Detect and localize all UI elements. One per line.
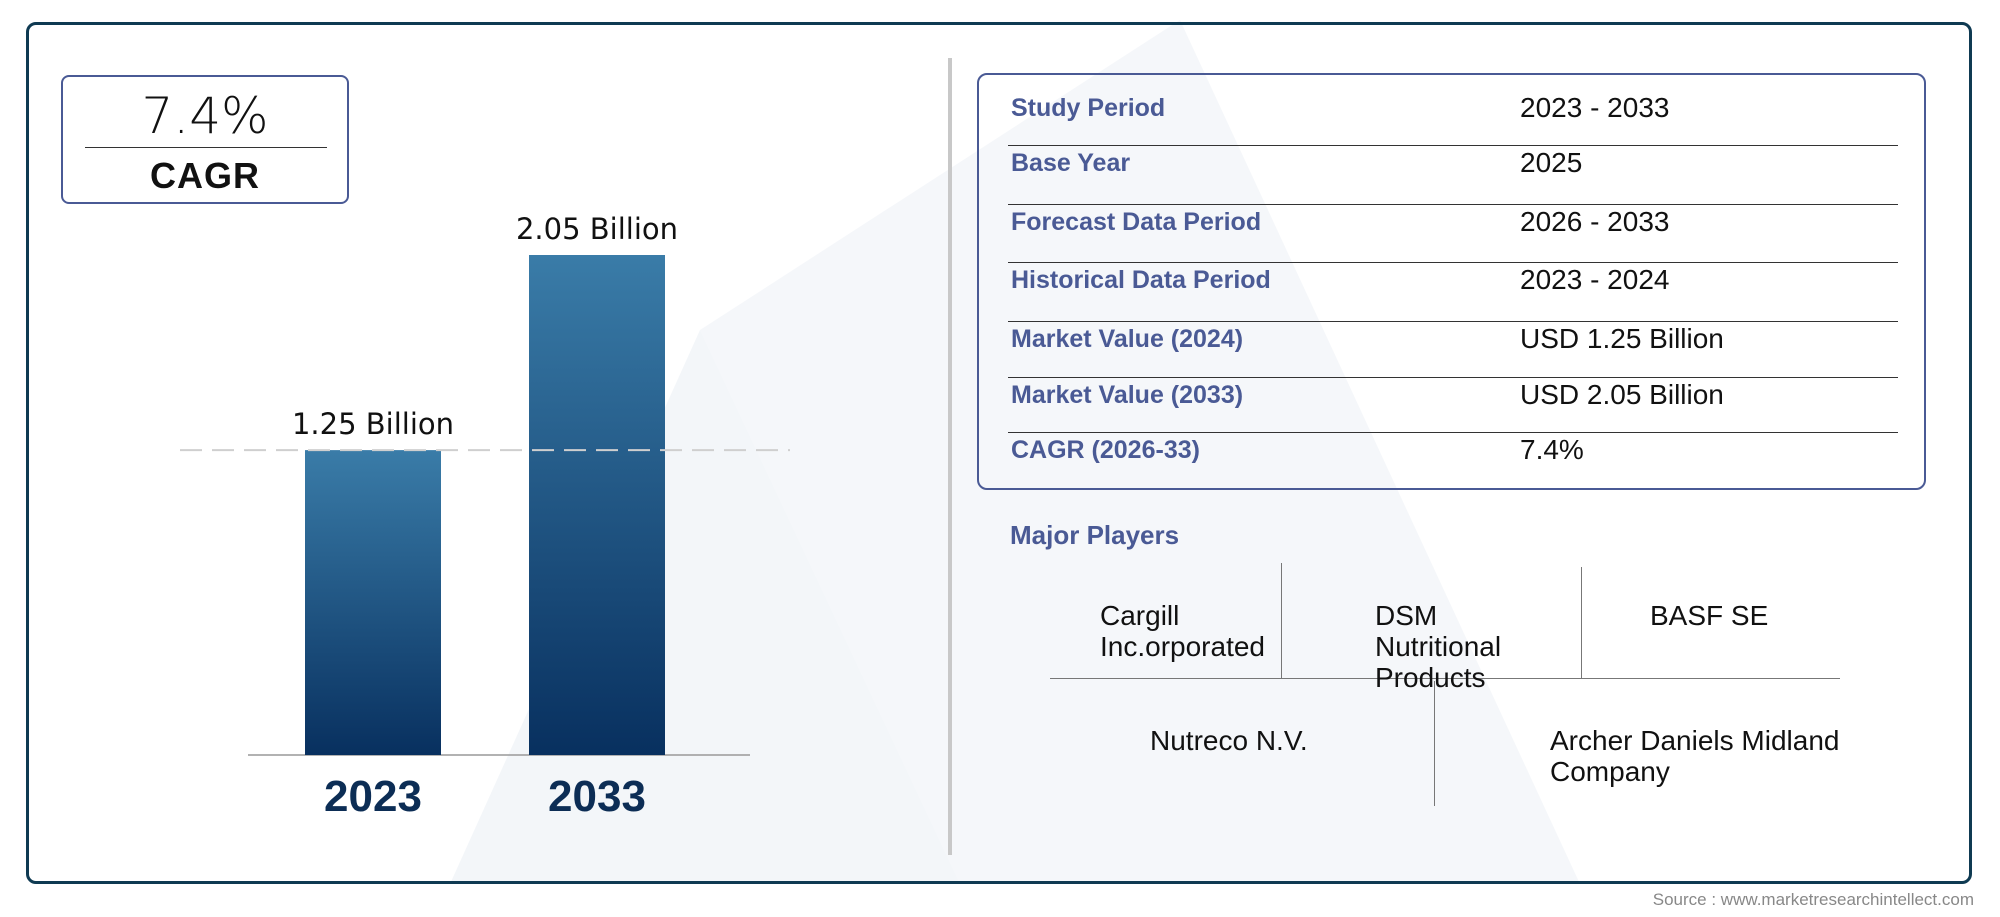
- row-value: USD 2.05 Billion: [1520, 379, 1724, 410]
- row-label: Historical Data Period: [1011, 266, 1271, 294]
- major-players-title: Major Players: [1010, 520, 1180, 550]
- vertical-divider: [948, 58, 952, 855]
- table-row: CAGR (2026-33) 7.4%: [1008, 432, 1898, 482]
- row-label: Market Value (2024): [1011, 325, 1244, 353]
- player-name: Cargill Inc.orporated: [1100, 600, 1265, 662]
- player-divider: [1581, 567, 1582, 679]
- player-name: BASF SE: [1650, 600, 1769, 631]
- player-divider: [1434, 681, 1435, 806]
- player-name: DSM Nutritional Products: [1375, 600, 1502, 693]
- row-value: 2023 - 2024: [1520, 264, 1670, 295]
- row-label: Base Year: [1011, 149, 1131, 177]
- cagr-box: 7.4% CAGR: [61, 75, 349, 204]
- row-value: 2026 - 2033: [1520, 206, 1670, 237]
- cagr-label: CAGR: [150, 155, 260, 196]
- bar-2033: [529, 255, 665, 755]
- category-label: 2033: [548, 772, 646, 821]
- cagr-value: 7.4%: [141, 87, 269, 145]
- row-label: Market Value (2033): [1011, 381, 1244, 409]
- bar-2023: [305, 450, 441, 755]
- player-divider: [1281, 563, 1282, 678]
- player-name: Archer Daniels Midland Company: [1550, 725, 1840, 787]
- table-row: Forecast Data Period 2026 - 2033: [1008, 204, 1898, 263]
- infographic-frame: [26, 22, 1972, 884]
- row-label: CAGR (2026-33): [1011, 436, 1200, 464]
- table-row: Historical Data Period 2023 - 2024: [1008, 262, 1898, 322]
- table-row: Base Year 2025: [1008, 145, 1898, 205]
- bar-chart: 1.25 Billion 2023 2.05 Billion 2033: [180, 212, 790, 821]
- source-note: Source : www.marketresearchintellect.com: [1652, 890, 1974, 909]
- player-divider: [1050, 678, 1840, 679]
- row-label: Forecast Data Period: [1011, 208, 1262, 236]
- row-value: USD 1.25 Billion: [1520, 323, 1724, 354]
- row-value: 2025: [1520, 147, 1583, 178]
- bar-data-label: 2.05 Billion: [516, 212, 678, 246]
- table-row: Study Period 2023 - 2033: [1008, 90, 1898, 146]
- table-row: Market Value (2033) USD 2.05 Billion: [1008, 377, 1898, 433]
- player-name: Nutreco N.V.: [1150, 725, 1308, 756]
- category-label: 2023: [324, 772, 422, 821]
- row-value: 7.4%: [1520, 434, 1584, 465]
- table-row: Market Value (2024) USD 1.25 Billion: [1008, 321, 1898, 378]
- row-label: Study Period: [1011, 94, 1166, 122]
- summary-table: [977, 73, 1926, 490]
- bar-data-label: 1.25 Billion: [292, 407, 454, 441]
- row-value: 2023 - 2033: [1520, 92, 1670, 123]
- cagr-divider: [85, 147, 327, 148]
